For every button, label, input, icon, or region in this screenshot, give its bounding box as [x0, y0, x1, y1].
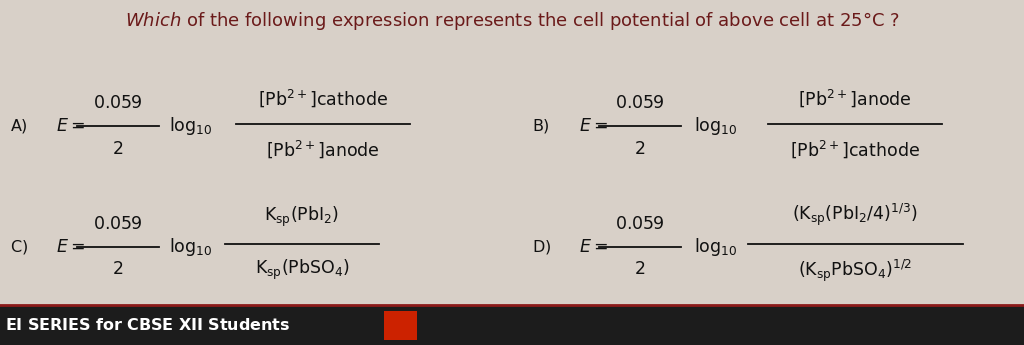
- Text: $\left[\mathrm{Pb}^{2+}\right]\mathrm{anode}$: $\left[\mathrm{Pb}^{2+}\right]\mathrm{an…: [266, 138, 379, 160]
- Text: $\mathrm{C)}$: $\mathrm{C)}$: [10, 238, 29, 256]
- Text: $E=$: $E=$: [579, 117, 607, 135]
- Text: $\left[\mathrm{Pb}^{2+}\right]\mathrm{cathode}$: $\left[\mathrm{Pb}^{2+}\right]\mathrm{ca…: [258, 87, 387, 109]
- Text: $\mathrm{(K_{sp}(PbI_2/4)^{1/3})}$: $\mathrm{(K_{sp}(PbI_2/4)^{1/3})}$: [793, 201, 918, 228]
- Text: $\log_{10}$: $\log_{10}$: [694, 236, 737, 258]
- Text: $\mathit{Which}$ of the following expression represents the cell potential of ab: $\mathit{Which}$ of the following expres…: [125, 10, 899, 32]
- Text: $\log_{10}$: $\log_{10}$: [169, 236, 212, 258]
- Text: $E=$: $E=$: [56, 117, 85, 135]
- Text: $E=$: $E=$: [56, 238, 85, 256]
- Text: $\left[\mathrm{Pb}^{2+}\right]\mathrm{cathode}$: $\left[\mathrm{Pb}^{2+}\right]\mathrm{ca…: [791, 138, 920, 160]
- Text: $\mathrm{K_{sp}(PbSO_4)}$: $\mathrm{K_{sp}(PbSO_4)}$: [255, 258, 349, 282]
- Text: $\log_{10}$: $\log_{10}$: [169, 115, 212, 137]
- Text: $E=$: $E=$: [579, 238, 607, 256]
- Text: $2$: $2$: [635, 140, 645, 158]
- Text: $\mathrm{D)}$: $\mathrm{D)}$: [532, 238, 552, 256]
- Text: $0.059$: $0.059$: [615, 215, 665, 233]
- Text: $\left[\mathrm{Pb}^{2+}\right]\mathrm{anode}$: $\left[\mathrm{Pb}^{2+}\right]\mathrm{an…: [799, 87, 911, 109]
- Text: $\mathrm{A)}$: $\mathrm{A)}$: [10, 117, 28, 135]
- Text: $0.059$: $0.059$: [93, 215, 142, 233]
- Text: $2$: $2$: [113, 140, 123, 158]
- Text: $\log_{10}$: $\log_{10}$: [694, 115, 737, 137]
- Text: $\mathrm{K_{sp}(PbI_2)}$: $\mathrm{K_{sp}(PbI_2)}$: [264, 205, 340, 229]
- Text: $2$: $2$: [113, 260, 123, 278]
- Text: $\mathrm{(K_{sp}PbSO_4)^{1/2}}$: $\mathrm{(K_{sp}PbSO_4)^{1/2}}$: [798, 258, 912, 284]
- Text: $\bf{EI\ SERIES\ for\ CBSE\ XII\ Students}$: $\bf{EI\ SERIES\ for\ CBSE\ XII\ Student…: [5, 317, 290, 333]
- FancyBboxPatch shape: [0, 305, 1024, 345]
- Text: $\mathrm{B)}$: $\mathrm{B)}$: [532, 117, 550, 135]
- Text: $0.059$: $0.059$: [93, 94, 142, 112]
- FancyBboxPatch shape: [384, 310, 417, 340]
- Text: $2$: $2$: [635, 260, 645, 278]
- Text: $0.059$: $0.059$: [615, 94, 665, 112]
